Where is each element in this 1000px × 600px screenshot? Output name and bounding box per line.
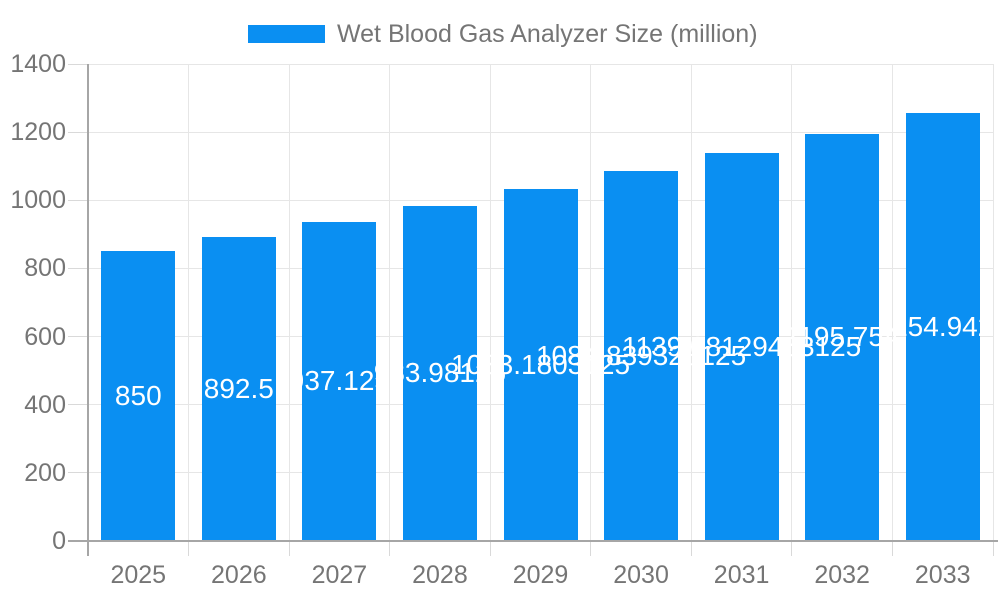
y-tick-mark [68,131,88,133]
legend-swatch [248,25,325,43]
y-tick-label: 1400 [10,50,66,78]
x-tick-label: 2026 [211,561,267,589]
y-tick-label: 200 [24,458,66,487]
x-tick-label: 2030 [613,561,669,589]
bar-2033[interactable] [905,113,980,541]
y-tick-label: 400 [24,390,66,419]
x-gridline [891,64,893,541]
x-tick-label: 2027 [311,561,368,589]
y-gridline [88,131,993,133]
y-tick-mark [68,336,88,338]
bar-2025[interactable] [101,251,176,541]
x-tick-mark [791,541,793,556]
x-tick-label: 2031 [713,561,770,589]
bar-2028[interactable] [402,205,477,541]
y-tick-label: 800 [24,254,66,283]
y-gridline [88,63,993,65]
x-gridline [590,64,592,541]
x-gridline [489,64,491,541]
legend-item[interactable]: Wet Blood Gas Analyzer Size (million) [248,16,758,52]
x-tick-label: 2029 [512,561,569,589]
x-tick-label: 2025 [110,561,167,589]
legend-label: Wet Blood Gas Analyzer Size (million) [337,20,758,48]
bar-2032[interactable] [805,133,880,541]
y-tick-label: 1200 [10,118,66,147]
y-tick-mark [68,404,88,406]
x-tick-mark [891,541,893,556]
x-tick-label: 2028 [412,561,468,589]
x-gridline [690,64,692,541]
x-gridline [992,64,994,541]
y-tick-mark [68,199,88,201]
x-tick-mark [590,541,592,556]
y-tick-label: 0 [52,527,66,555]
y-tick-mark [68,267,88,269]
x-tick-label: 2033 [914,561,971,589]
x-gridline [288,64,290,541]
x-tick-mark [690,541,692,556]
y-tick-label: 1000 [10,186,66,215]
x-tick-mark [288,541,290,556]
x-gridline [791,64,793,541]
x-tick-mark [489,541,491,556]
x-tick-mark [992,541,994,556]
bar-2027[interactable] [302,221,377,541]
x-axis-line [68,540,998,542]
bar-2026[interactable] [201,236,276,541]
bar-2031[interactable] [704,152,779,541]
y-axis-line [87,64,89,556]
y-tick-mark [68,63,88,65]
bar-2030[interactable] [604,171,679,541]
bar-2029[interactable] [503,188,578,541]
x-tick-label: 2032 [814,561,870,589]
x-gridline [188,64,190,541]
x-tick-mark [389,541,391,556]
y-tick-mark [68,472,88,474]
x-gridline [389,64,391,541]
x-tick-mark [188,541,190,556]
y-tick-label: 600 [24,322,66,351]
